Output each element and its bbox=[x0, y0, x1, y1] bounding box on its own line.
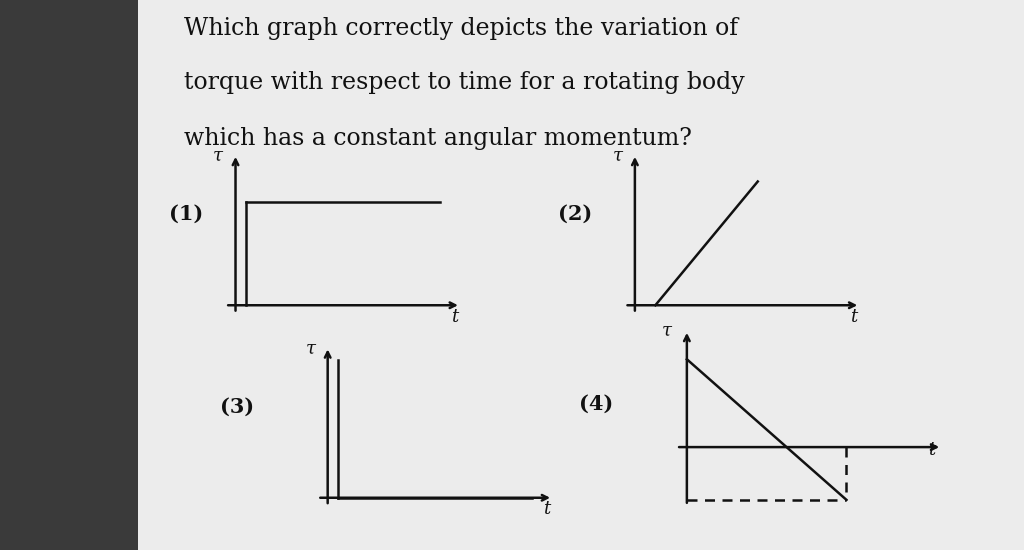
Text: Which graph correctly depicts the variation of: Which graph correctly depicts the variat… bbox=[184, 16, 738, 40]
Text: τ: τ bbox=[662, 322, 672, 340]
Text: t: t bbox=[543, 500, 551, 518]
Text: (1): (1) bbox=[169, 204, 203, 224]
Text: which has a constant angular momentum?: which has a constant angular momentum? bbox=[184, 126, 692, 150]
Text: (2): (2) bbox=[558, 204, 592, 224]
Text: τ: τ bbox=[612, 147, 623, 165]
Text: τ: τ bbox=[213, 147, 223, 165]
Text: t: t bbox=[928, 441, 935, 459]
Text: τ: τ bbox=[305, 339, 315, 358]
Text: t: t bbox=[850, 308, 858, 326]
Text: (3): (3) bbox=[220, 397, 254, 416]
Text: (4): (4) bbox=[579, 394, 612, 414]
Text: t: t bbox=[451, 308, 459, 326]
Text: torque with respect to time for a rotating body: torque with respect to time for a rotati… bbox=[184, 72, 745, 95]
